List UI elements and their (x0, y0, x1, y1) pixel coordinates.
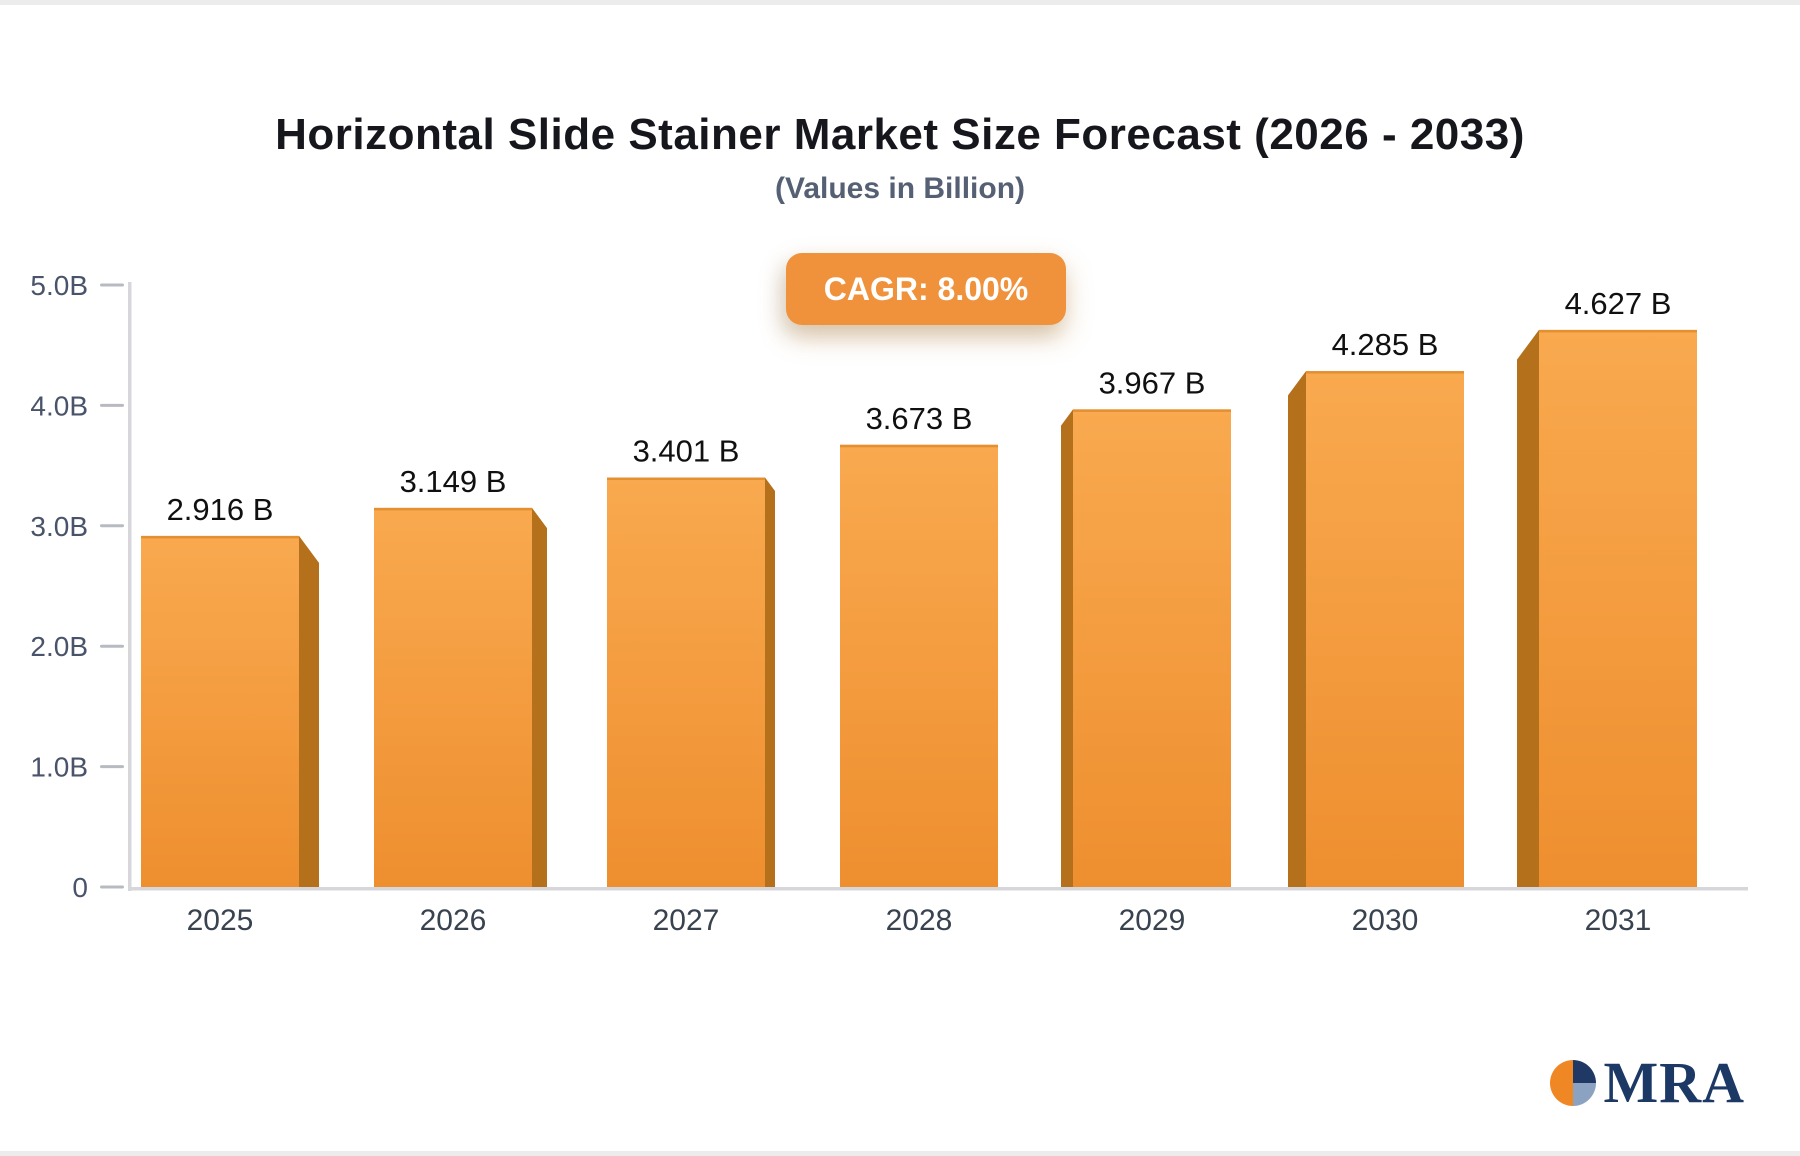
bar-top-edge (374, 507, 532, 511)
bar-top-edge (840, 444, 998, 448)
bar-value-label: 4.627 B (1565, 286, 1672, 321)
bar-2025: 2.916 B 2025 (141, 492, 319, 937)
top-border (0, 0, 1800, 5)
bar-value-label: 3.149 B (400, 464, 507, 499)
bottom-border (0, 1151, 1800, 1156)
bar-side-face (532, 507, 547, 887)
y-tick-label: 3.0B (30, 511, 88, 542)
bar-2027: 3.401 B 2027 (607, 434, 775, 937)
x-category-label: 2028 (886, 904, 953, 937)
cagr-badge-label: CAGR: 8.00% (823, 270, 1029, 307)
y-tick-dash (100, 403, 124, 407)
bar-top-edge (1073, 409, 1231, 412)
bar-top-edge (607, 477, 765, 481)
brand-logo: MRA (1550, 1054, 1745, 1112)
x-category-label: 2029 (1119, 904, 1186, 937)
bar-front-face (1073, 409, 1231, 887)
x-category-label: 2026 (420, 904, 487, 937)
bar-side-face (765, 477, 775, 887)
bar-2026: 3.149 B 2026 (374, 464, 547, 937)
bar-2030: 4.285 B 2030 (1288, 327, 1464, 937)
bar-top-edge (1539, 329, 1697, 333)
bar-front-face (374, 507, 532, 887)
y-tick-label: 4.0B (30, 390, 88, 421)
y-tick-label: 5.0B (30, 270, 88, 301)
bar-front-face (840, 444, 998, 887)
bar-top-edge (1306, 371, 1464, 374)
chart-title: Horizontal Slide Stainer Market Size For… (275, 110, 1525, 159)
x-category-label: 2025 (187, 904, 254, 937)
logo-pie-icon (1550, 1060, 1597, 1106)
bar-side-face (1517, 329, 1539, 888)
y-tick-label: 2.0B (30, 631, 88, 662)
bar-front-face (1539, 329, 1697, 888)
x-category-label: 2027 (653, 904, 720, 937)
bar-side-face (299, 535, 319, 887)
y-axis-line (128, 282, 132, 891)
y-tick-label: 0 (72, 872, 88, 903)
y-tick-dash (100, 644, 124, 648)
chart-subtitle: (Values in Billion) (774, 172, 1026, 205)
bar-2031: 4.627 B 2031 (1517, 286, 1697, 937)
y-tick-dash (100, 765, 124, 769)
cagr-badge: CAGR: 8.00% (786, 253, 1066, 325)
x-category-label: 2030 (1352, 904, 1419, 937)
bar-top-edge (141, 535, 299, 539)
bar-2029: 3.967 B 2029 (1061, 365, 1231, 937)
y-tick-dash (100, 885, 124, 889)
y-tick-label: 1.0B (30, 752, 88, 783)
bar-front-face (1306, 371, 1464, 887)
bar-side-face (1288, 371, 1306, 887)
x-category-label: 2031 (1585, 904, 1652, 937)
bar-value-label: 4.285 B (1332, 327, 1439, 362)
logo-text: MRA (1603, 1050, 1745, 1115)
bar-value-label: 3.673 B (866, 401, 973, 436)
x-axis-line (128, 887, 1748, 891)
y-tick-dash (100, 283, 124, 287)
bar-value-label: 3.401 B (633, 434, 740, 469)
y-tick-dash (100, 524, 124, 528)
bar-front-face (141, 535, 299, 887)
bar-value-label: 3.967 B (1099, 365, 1206, 400)
bar-front-face (607, 477, 765, 887)
bar-side-face (1061, 409, 1073, 887)
bar-2028: 3.673 B 2028 (840, 401, 998, 937)
bar-value-label: 2.916 B (167, 492, 274, 527)
